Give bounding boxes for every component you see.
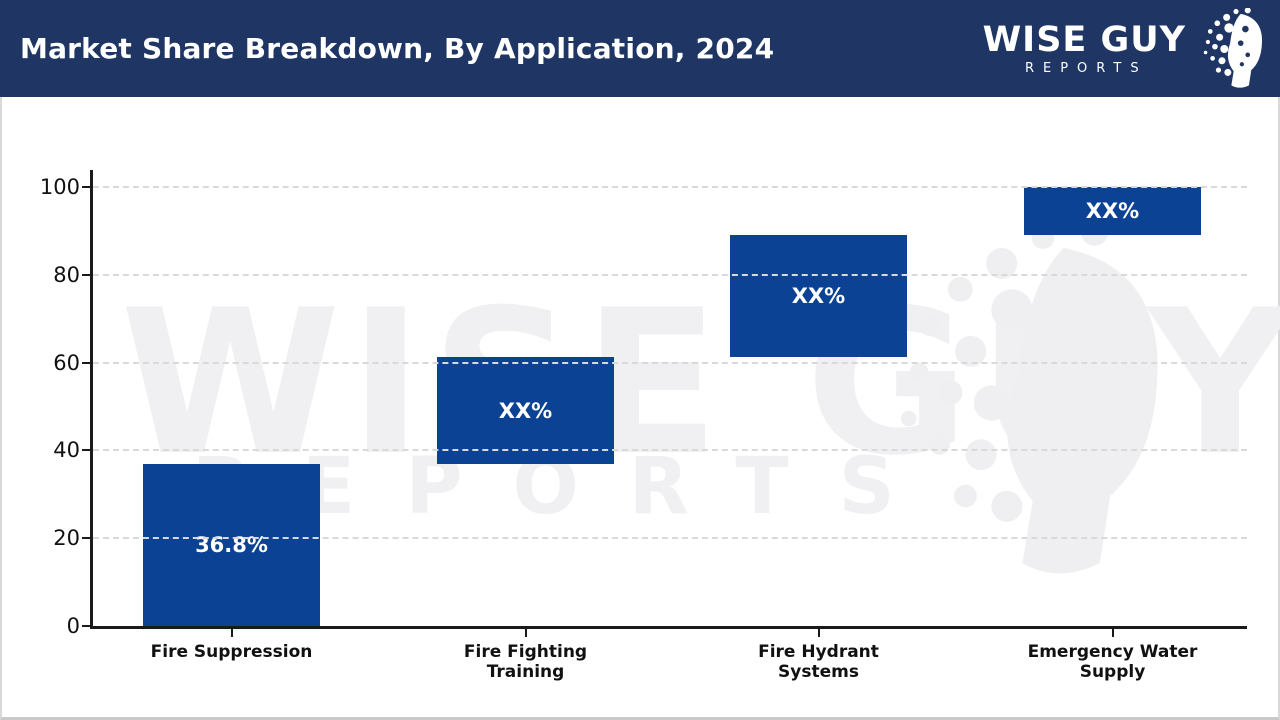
y-axis-tickmark [82, 273, 90, 276]
x-axis-category-label: Fire Suppression [150, 642, 313, 662]
bar-value-label: XX% [791, 284, 846, 309]
y-axis-tickmark [82, 186, 90, 188]
wiseguy-head-logo-icon [1203, 7, 1263, 88]
gridline-100 [93, 186, 1247, 188]
y-axis-tickmark [82, 361, 90, 364]
x-axis-line [90, 626, 1247, 629]
y-axis-tick-label: 60 [53, 350, 80, 375]
wiseguy-logo: WISE GUY REPORTS [982, 7, 1266, 90]
y-axis-tickmark [82, 625, 90, 627]
x-axis-category-label: Fire Hydrant Systems [758, 642, 879, 682]
y-axis-tick-label: 100 [39, 175, 80, 199]
x-axis-tickmark [817, 629, 820, 637]
chart-canvas: WISE GUY REPORTS 0 20 40 60 80 100 36.8% XX% XX%… [0, 97, 1280, 720]
page-title: Market Share Breakdown, By Application, … [20, 32, 775, 65]
y-axis-tick-label: 40 [53, 438, 80, 463]
y-axis-line [90, 170, 93, 629]
x-axis-category-label: Fire Fighting Training [463, 642, 588, 682]
bar-fire-suppression: 36.8% [143, 464, 320, 626]
logo-subtitle: REPORTS [1024, 60, 1148, 76]
watermark-head-icon [900, 222, 1158, 574]
gridline-40 [93, 449, 1247, 452]
bar-fire-fighting-training: XX% [437, 357, 614, 465]
y-axis-tickmark [82, 537, 90, 540]
gridline-80 [93, 273, 1247, 276]
y-axis-tick-label: 20 [53, 526, 80, 551]
gridline-20 [93, 537, 1247, 540]
x-axis-tickmark [230, 629, 233, 637]
bar-value-label: XX% [1085, 198, 1140, 223]
bar-value-label: XX% [498, 398, 553, 423]
x-axis-category-label: Emergency Water Supply [1027, 642, 1198, 682]
logo-wordmark: WISE GUY [982, 19, 1186, 60]
y-axis-tick-label: 0 [66, 614, 80, 638]
y-axis-tickmark [82, 449, 90, 452]
y-axis-tick-label: 80 [53, 262, 80, 287]
bar-fire-hydrant-systems: XX% [730, 234, 907, 358]
gridline-60 [93, 361, 1247, 364]
wiseguy-logo-text: WISE GUY REPORTS [982, 19, 1186, 76]
x-axis-tickmark [524, 629, 527, 637]
header-bar: Market Share Breakdown, By Application, … [0, 0, 1280, 97]
bar-emergency-water-supply: XX% [1024, 187, 1201, 235]
x-axis-tickmark [1111, 629, 1114, 637]
